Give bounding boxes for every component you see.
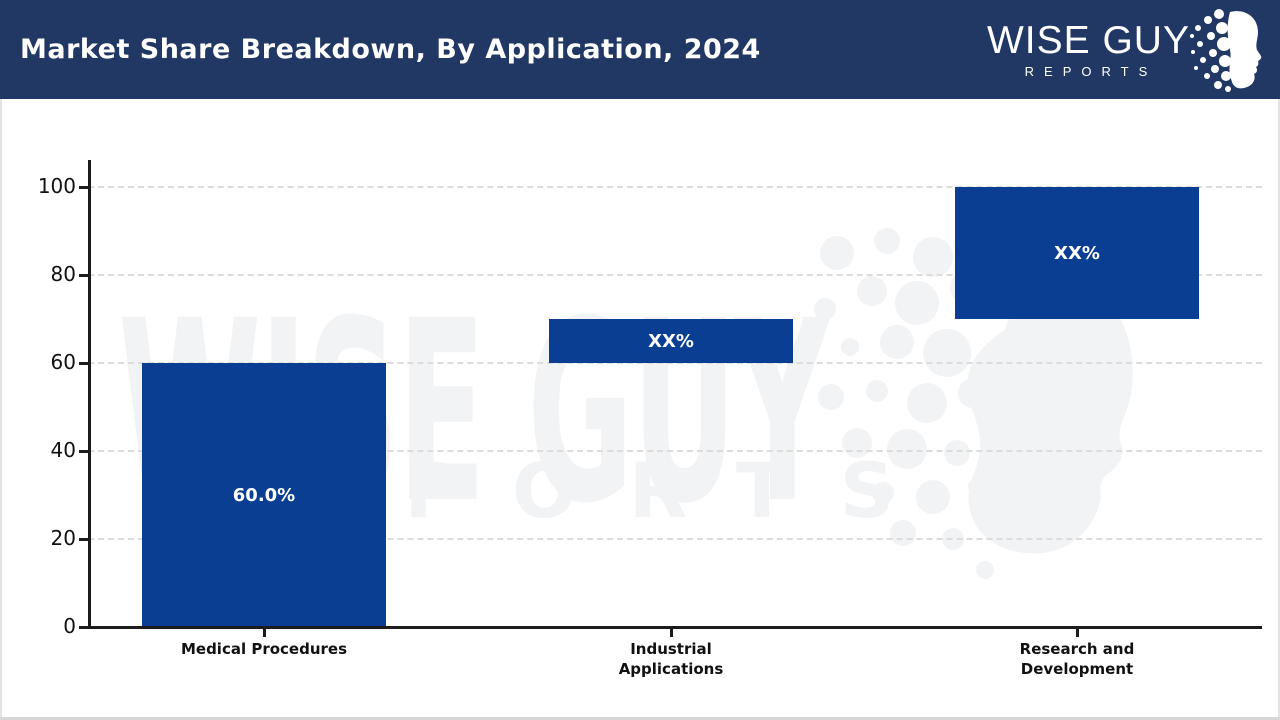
y-tick-label: 0 — [63, 614, 76, 638]
y-tick-label: 100 — [37, 174, 76, 198]
y-tick-mark — [79, 185, 88, 189]
y-tick-mark — [79, 361, 88, 365]
page-title: Market Share Breakdown, By Application, … — [20, 34, 761, 65]
bar-value-label: 60.0% — [232, 484, 296, 506]
x-category-label: Medical Procedures — [104, 639, 424, 659]
x-tick-mark — [1075, 628, 1079, 637]
x-category-label-line: Applications — [618, 660, 724, 678]
header-bar: Market Share Breakdown, By Application, … — [0, 0, 1280, 99]
y-tick-mark — [79, 625, 88, 629]
y-tick-label: 20 — [50, 526, 76, 550]
x-category-label-line: Industrial — [630, 640, 712, 658]
y-tick-mark — [79, 273, 88, 277]
gridline-40 — [88, 450, 1262, 452]
gridline-60 — [88, 362, 1262, 364]
x-axis-line — [88, 625, 1262, 629]
y-tick-mark — [79, 537, 88, 541]
brand-logo-text: WISE GUY REPORTS — [987, 21, 1190, 79]
x-tick-mark — [262, 628, 266, 637]
x-category-label: Research and Development — [917, 639, 1237, 679]
watermark-face-dots-icon — [814, 228, 1133, 579]
bar-value-label: XX% — [1054, 242, 1100, 264]
bar-industrial-applications: XX% — [549, 319, 793, 363]
bar-medical-procedures: 60.0% — [142, 363, 386, 627]
brand-head-icon — [1190, 8, 1262, 92]
brand-logo: WISE GUY REPORTS — [987, 6, 1262, 94]
y-tick-label: 80 — [50, 262, 76, 286]
x-category-label-line: Development — [1020, 660, 1134, 678]
gridline-20 — [88, 538, 1262, 540]
x-category-label: Industrial Applications — [511, 639, 831, 679]
brand-name: WISE GUY — [986, 18, 1190, 62]
x-category-label-line: Research and — [1019, 640, 1135, 658]
bar-value-label: XX% — [648, 330, 694, 352]
y-axis-line — [88, 160, 91, 629]
y-tick-label: 40 — [50, 438, 76, 462]
x-category-label-line: Medical Procedures — [180, 640, 348, 658]
gridline-100 — [88, 186, 1262, 188]
gridline-80 — [88, 274, 1262, 276]
y-tick-mark — [79, 449, 88, 453]
brand-subtitle: REPORTS — [1024, 63, 1158, 79]
y-tick-label: 60 — [50, 350, 76, 374]
bar-research-and-development: XX% — [955, 187, 1199, 319]
x-tick-mark — [669, 628, 673, 637]
